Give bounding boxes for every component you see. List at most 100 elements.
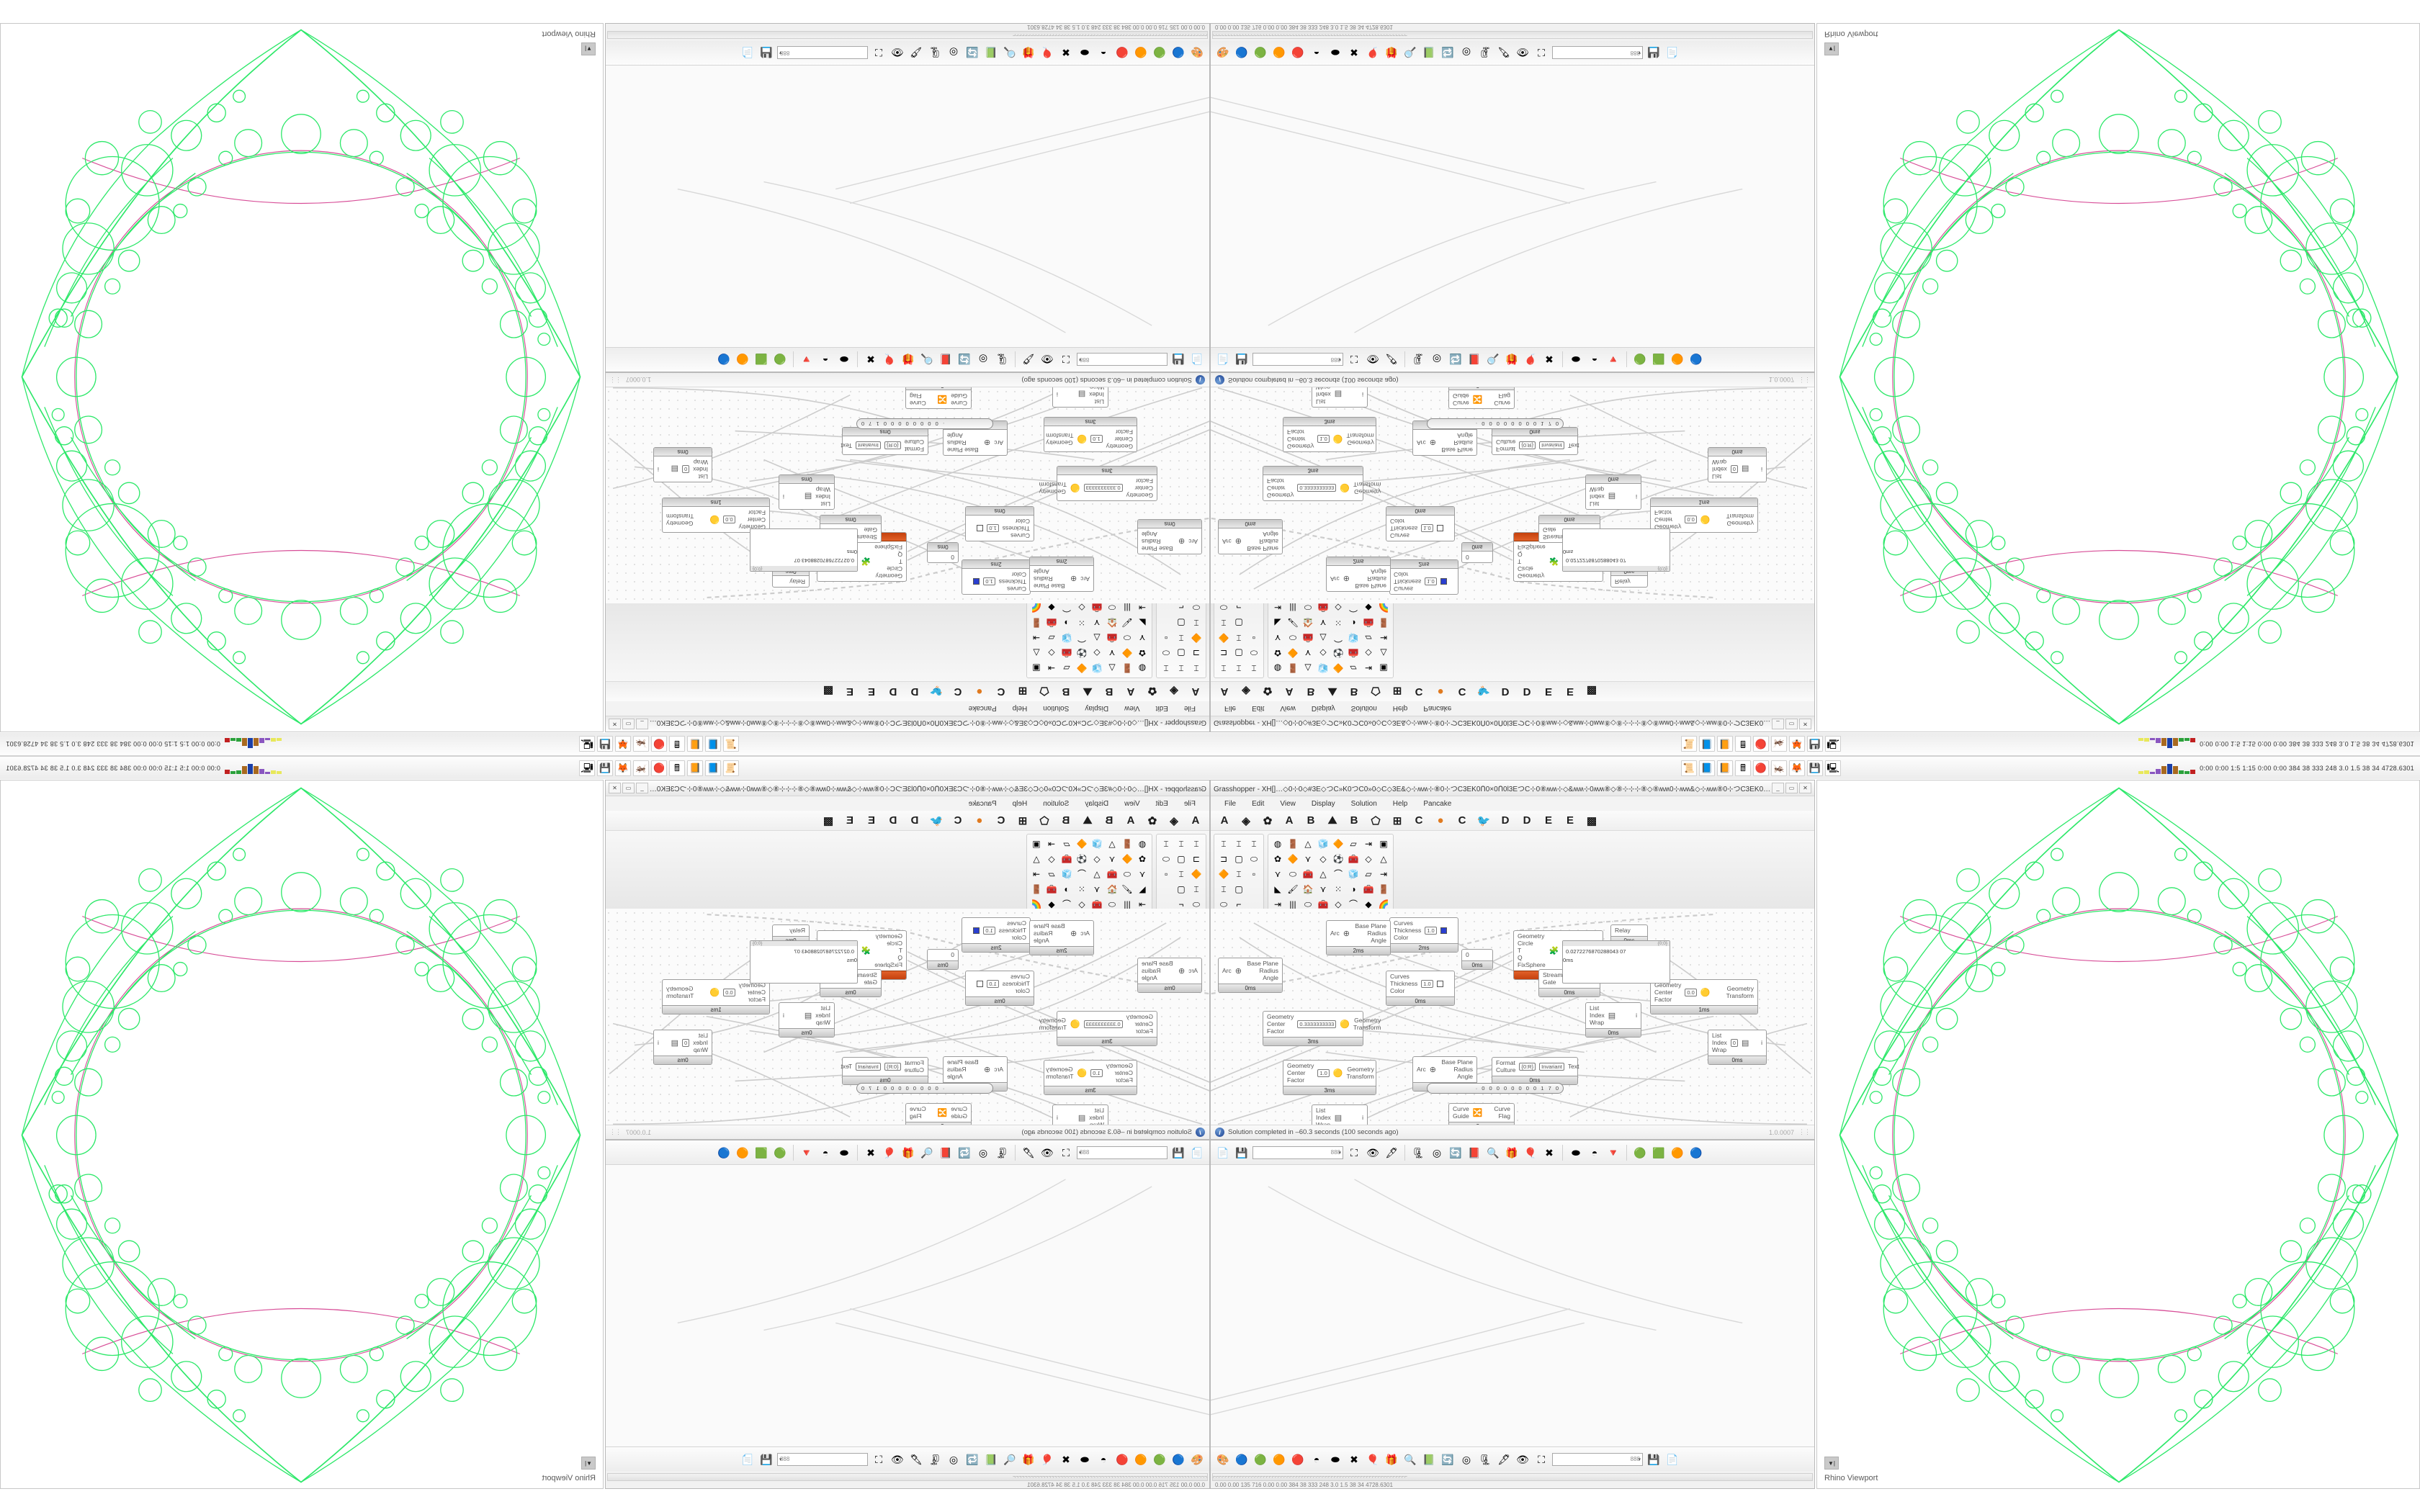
gh-component-arc-2[interactable]: Arc ⊕ Base Plane Radius Angle 2ms [1326,557,1391,592]
terminal-icon[interactable]: 🖳 [579,760,595,776]
extrude2-icon[interactable]: 🗜 [1479,1453,1492,1465]
rhino-icon[interactable]: 🔴 [651,736,667,752]
ribbon-icon-1-31[interactable]: ◇ [1048,854,1055,864]
balloon2-icon[interactable]: 🎈 [1366,1453,1379,1465]
rhino-window[interactable]: 📄 💾 888 ⛶ 👁 🖋 🗜 ◎ 🔄 📕 🔍 🎁 🎈 ✖ [1210,1140,1815,1489]
rhino-toolbar[interactable]: 📄 💾 888 ⛶ 👁 🖋 🗜 ◎ 🔄 📕 🔍 🎁 🎈 ✖ [606,347,1209,372]
ribbon-icon-0-0[interactable]: ⌶ [1193,839,1199,849]
component-outputs[interactable]: Curve Flag [1494,392,1510,407]
menu-item-view[interactable]: View [1280,704,1296,713]
chamfer-icon[interactable]: 🔄 [958,354,971,366]
sphere-blue-icon[interactable]: 🔵 [1235,1453,1248,1465]
component-outputs[interactable]: Geometry Transform [1353,1017,1381,1031]
balloon-icon[interactable]: 🎈 [883,354,896,366]
input-port-thickness[interactable]: Thickness [1394,927,1422,934]
component-inputs[interactable]: Arc [1330,930,1340,937]
component-body[interactable]: Arc ⊕ Base Plane Radius Angle [1219,528,1282,554]
component-outputs[interactable]: i [1636,493,1637,500]
notepad2-icon[interactable]: 📙 [1717,736,1733,752]
ribbon-icon-1-0[interactable]: ◍ [1273,839,1282,849]
component-inputs[interactable]: Curve Guide [1453,392,1469,407]
ribbon-group-bullant[interactable]: ◍ ✿ ⋎ ◣ ⇥ 🚪 🔶 ⬭ 🖌 ||| △ ⋎ 🧰 🏠 ⬭ 🧊 ◇ △ ⋎ 🧰 🔶 ⚽ ⌒ ⁙ ◇ ▱ 🧰 🧊 ◑ ⌒ ⇥ ◇ ▱ 🧰 ◆ ▣ △ ⇥… [1026,592,1152,678]
output-port-radius[interactable]: Radius [1142,538,1161,545]
input-port-fixsphere[interactable]: FixSphere [874,544,902,551]
grasshopper-menubar[interactable]: File Edit View Display Solution Help Pancake [606,796,1209,811]
ribbon-icon-0-3[interactable]: ⌶ [1221,884,1227,894]
component-outputs[interactable]: Base Plane Radius Angle [1355,568,1386,590]
input-port-index[interactable]: Index [815,1012,830,1019]
component-inputs[interactable]: List Index Wrap [1712,459,1727,480]
ribbon-icon-0-4[interactable]: ⬭ [1219,899,1228,909]
input-port-stream[interactable]: Stream [1543,534,1563,541]
input-port-arc[interactable]: Arc [994,1066,1003,1073]
component-body[interactable]: List Index Wrap ▤ i [779,1003,834,1028]
zoom-extents2-icon[interactable]: ⛶ [1538,47,1545,59]
tab-d2-icon[interactable]: D [889,685,897,698]
component-body[interactable]: Format Culture {0:R} Invariant Text [1492,436,1579,454]
output-port-i[interactable]: i [1057,391,1058,398]
component-value-chip[interactable]: 0 [1730,465,1738,473]
menu-item-view[interactable]: View [1124,704,1140,713]
component-color-swatch[interactable] [977,525,984,531]
ribbon-icon-1-25[interactable]: ▱ [1350,839,1357,849]
gift-icon[interactable]: 🎁 [1022,47,1035,59]
ribbon-group-profiles[interactable]: ⌶⊐🔶⌶⬭⌶▢⌶▢⌐⌶⬭▫Profiles✦ [1214,834,1264,920]
menu-item-help[interactable]: Help [1012,704,1028,713]
paint-icon[interactable]: 🖋 [1385,1146,1398,1158]
tab-params-icon[interactable]: A [1191,685,1200,698]
output-port-curve[interactable]: Curve [910,1105,926,1112]
rhino-viewport[interactable]: Rhino Viewport ▼| [1816,780,2420,1489]
component-color-swatch[interactable] [1436,525,1443,531]
component-inputs[interactable]: Geometry Center Factor [1267,477,1294,499]
component-outputs[interactable]: Geometry Transform [666,985,694,999]
tab-e2-icon[interactable]: E [846,814,854,827]
output-port-radius[interactable]: Radius [1142,967,1161,974]
input-port-wrap[interactable]: Wrap [1590,486,1605,493]
input-port-geometry[interactable]: Geometry [1267,1013,1294,1020]
render-red-icon[interactable]: 🔻 [1607,1146,1620,1158]
rhino-icon[interactable]: 🔴 [1753,736,1769,752]
component-outputs[interactable]: Geometry Transform [1353,481,1381,495]
tab-sets-icon[interactable]: ✿ [1147,814,1157,827]
ribbon-icon-1-34[interactable]: ◆ [1365,899,1372,909]
input-port-wrap[interactable]: Wrap [693,459,708,466]
tab-display-icon[interactable]: C [1415,814,1423,827]
ribbon-icon-0-0[interactable]: ⌶ [1221,663,1227,673]
ribbon-icon-1-7[interactable]: ⬭ [1123,633,1131,643]
grasshopper-window[interactable]: Grasshopper - XH[]…◇0⊹0◇#3E◇つC»K0つC0»0◇C… [605,372,1210,732]
input-port-curves[interactable]: Curves [1390,532,1410,539]
ribbon-icon-1-5[interactable]: 🚪 [1287,663,1299,673]
output-port-transform[interactable]: Transform [1346,432,1374,439]
component-value-chip[interactable]: 1.0 [987,524,999,532]
grasshopper-titlebar[interactable]: Grasshopper - XH[]…◇0⊹0◇#3E◇つC»K0つC0»0◇C… [1211,780,1814,796]
component-body[interactable]: Curves Thickness Color 1.0 [966,971,1034,996]
input-port-color[interactable]: Color [1394,934,1409,941]
terminal-icon[interactable]: 🖳 [1825,760,1841,776]
component-inputs[interactable]: Geometry Center Factor [739,981,766,1003]
ribbon-icon-1-33[interactable]: 🧰 [1046,618,1057,628]
chamfer2-icon[interactable]: 🔄 [966,1453,979,1465]
input-port-t[interactable]: T [898,947,902,954]
tab-kangaroo-icon[interactable]: ● [1437,814,1444,827]
component-value-chip[interactable]: 1.0 [983,927,995,935]
menu-item-pancake[interactable]: Pancake [968,799,997,808]
ribbon-icon-1-30[interactable]: ⇥ [1047,839,1056,849]
save-icon[interactable]: 💾 [1172,1146,1185,1158]
ribbon-group-icons[interactable]: ⌶ ⊐ 🔶 ⌶ ⬭ ⌶ ▢ ⌶ ▢ ⌐ ⌶ ⬭ ▫ [1214,834,1263,914]
component-value-chip[interactable]: 1.0 [1090,1069,1103,1077]
ribbon-icon-1-21[interactable]: ⚽ [1332,854,1344,864]
component-value-chip[interactable]: 1.0 [1421,524,1433,532]
ribbon-icon-1-2[interactable]: ⋎ [1139,633,1146,643]
resize-grip[interactable]: ⋮⋮ [1798,377,1810,384]
component-body[interactable]: List Index Wrap ▤ i [1312,387,1367,407]
input-port-color[interactable]: Color [1394,571,1409,578]
component-inputs[interactable]: Geometry Center Factor [1126,477,1153,499]
component-inputs[interactable]: Relay [1615,578,1631,585]
tab-vector-icon[interactable]: A [1285,814,1294,827]
tab-maths-icon[interactable]: ◈ [1242,814,1250,827]
menu-item-solution[interactable]: Solution [1043,704,1070,713]
component-value-chip[interactable]: 1.0 [1425,577,1437,585]
rhino-toolbar[interactable]: 📄 💾 888 ⛶ 👁 🖋 🗜 ◎ 🔄 📕 🔍 🎁 🎈 ✖ [1211,347,1814,372]
component-culture-chip[interactable]: Invariant [856,1063,881,1071]
ribbon-icon-1-18[interactable]: ⋎ [1093,618,1101,628]
